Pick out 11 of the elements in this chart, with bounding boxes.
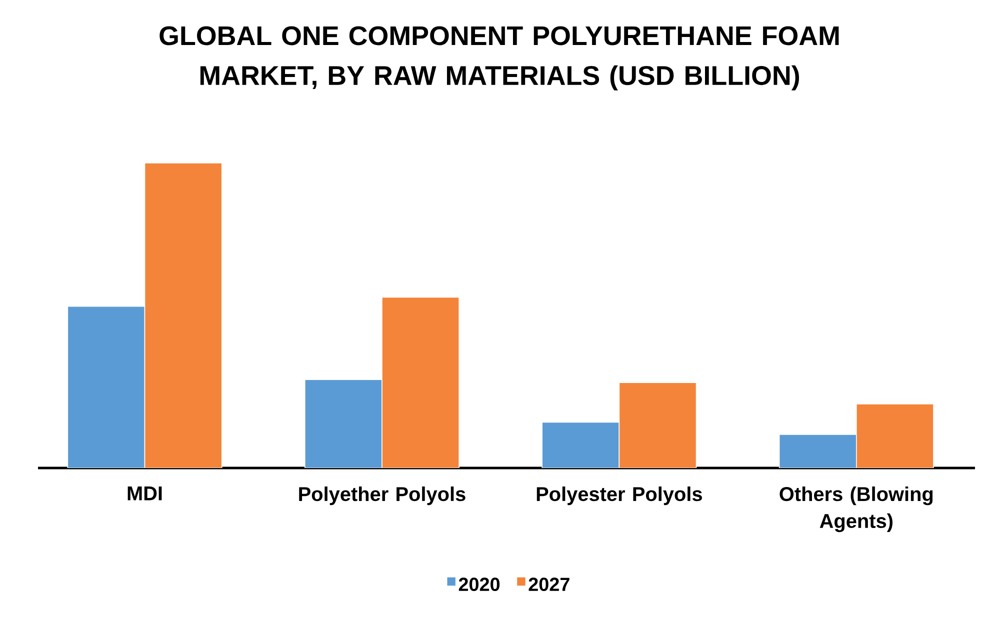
x-tick-label: Polyester Polyols: [536, 486, 702, 506]
bar: [304, 379, 382, 468]
chart-title: GLOBAL ONE COMPONENT POLYURETHANE FOAM MARKET, BY RAW MATERIALS (USD BILLION): [160, 26, 839, 90]
bar: [778, 434, 857, 468]
x-tick-label: Polyether Polyols: [299, 486, 466, 506]
x-tick-label: MDI: [128, 486, 162, 500]
bar: [542, 422, 620, 468]
bar: [67, 306, 146, 468]
x-tick-label: Others (Blowing Agents): [780, 486, 933, 532]
legend-label: 2027: [528, 578, 570, 592]
legend-label: 2020: [458, 578, 500, 592]
